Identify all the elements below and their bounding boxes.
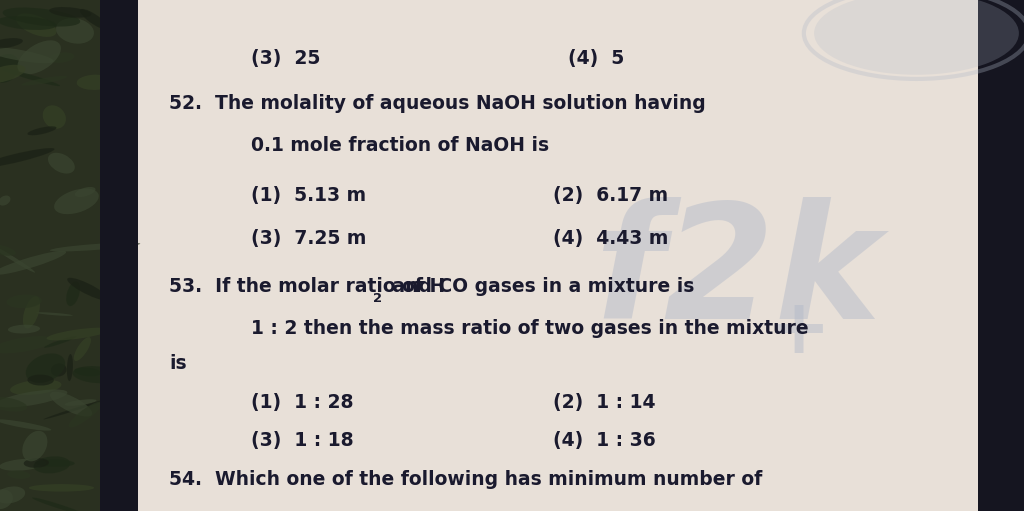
Ellipse shape: [24, 458, 49, 468]
Ellipse shape: [0, 251, 67, 275]
Text: is: is: [169, 354, 186, 373]
Ellipse shape: [75, 187, 95, 197]
Ellipse shape: [0, 38, 23, 49]
Ellipse shape: [46, 328, 110, 340]
Text: +: +: [767, 295, 830, 369]
Ellipse shape: [68, 278, 109, 300]
Ellipse shape: [0, 336, 53, 353]
Ellipse shape: [0, 54, 19, 83]
Ellipse shape: [0, 65, 26, 83]
Text: and CO gases in a mixture is: and CO gases in a mixture is: [386, 277, 694, 296]
Text: (4)  5: (4) 5: [568, 49, 625, 67]
Text: (4)  4.43 m: (4) 4.43 m: [553, 229, 669, 248]
Ellipse shape: [8, 324, 40, 334]
Ellipse shape: [32, 498, 85, 511]
Ellipse shape: [69, 402, 102, 428]
Ellipse shape: [49, 7, 91, 18]
Ellipse shape: [0, 244, 15, 256]
Text: (2)  1 : 14: (2) 1 : 14: [553, 393, 655, 412]
Ellipse shape: [22, 76, 68, 85]
Ellipse shape: [54, 189, 98, 214]
Ellipse shape: [67, 354, 73, 381]
Text: (3)  1 : 18: (3) 1 : 18: [251, 431, 353, 450]
Ellipse shape: [50, 243, 140, 251]
Text: (4)  1 : 36: (4) 1 : 36: [553, 431, 655, 450]
Bar: [978, 0, 1024, 511]
Ellipse shape: [0, 47, 53, 63]
Ellipse shape: [23, 431, 47, 461]
Ellipse shape: [7, 471, 31, 479]
Text: 0.1 mole fraction of NaOH is: 0.1 mole fraction of NaOH is: [251, 136, 549, 155]
Ellipse shape: [10, 380, 61, 395]
Ellipse shape: [0, 489, 12, 509]
Ellipse shape: [23, 296, 40, 329]
Ellipse shape: [77, 75, 114, 90]
Text: (1)  1 : 28: (1) 1 : 28: [251, 393, 353, 412]
Text: (1)  5.13 m: (1) 5.13 m: [251, 186, 366, 205]
Text: (3)  7.25 m: (3) 7.25 m: [251, 229, 367, 248]
Ellipse shape: [0, 243, 35, 272]
Ellipse shape: [73, 366, 121, 383]
Ellipse shape: [0, 148, 54, 168]
Ellipse shape: [50, 392, 92, 416]
Ellipse shape: [16, 13, 56, 37]
Text: f2k: f2k: [594, 197, 881, 352]
Ellipse shape: [35, 459, 75, 467]
Bar: [138, 0, 978, 511]
Ellipse shape: [44, 336, 77, 348]
Ellipse shape: [0, 389, 68, 407]
Bar: [99, 0, 138, 511]
Ellipse shape: [74, 367, 101, 377]
Ellipse shape: [44, 400, 105, 420]
Ellipse shape: [51, 363, 67, 377]
Ellipse shape: [48, 153, 75, 174]
Ellipse shape: [29, 484, 94, 492]
Ellipse shape: [26, 354, 66, 383]
Text: 53.  If the molar ratio of H: 53. If the molar ratio of H: [169, 277, 445, 296]
Ellipse shape: [6, 294, 42, 308]
Text: 52.  The molality of aqueous NaOH solution having: 52. The molality of aqueous NaOH solutio…: [169, 95, 706, 113]
Ellipse shape: [56, 18, 94, 43]
Text: 1 : 2 then the mass ratio of two gases in the mixture: 1 : 2 then the mass ratio of two gases i…: [251, 319, 809, 338]
Ellipse shape: [28, 126, 56, 135]
Ellipse shape: [0, 486, 26, 503]
Ellipse shape: [28, 375, 54, 385]
Text: (3)  25: (3) 25: [251, 49, 321, 67]
Ellipse shape: [0, 459, 46, 471]
Ellipse shape: [65, 399, 96, 406]
Bar: [0, 0, 99, 511]
Ellipse shape: [74, 337, 91, 361]
Ellipse shape: [36, 312, 73, 316]
Ellipse shape: [67, 282, 80, 306]
Ellipse shape: [0, 397, 28, 411]
Ellipse shape: [2, 68, 60, 86]
Ellipse shape: [0, 16, 56, 30]
Ellipse shape: [0, 420, 51, 431]
Ellipse shape: [80, 9, 109, 30]
Text: (2)  6.17 m: (2) 6.17 m: [553, 186, 668, 205]
Ellipse shape: [17, 40, 60, 75]
Text: 54.  Which one of the following has minimum number of: 54. Which one of the following has minim…: [169, 470, 762, 490]
Ellipse shape: [49, 52, 75, 63]
Ellipse shape: [34, 456, 71, 473]
Ellipse shape: [43, 105, 66, 129]
Ellipse shape: [3, 8, 80, 27]
Ellipse shape: [0, 196, 10, 205]
Circle shape: [814, 0, 1019, 75]
Text: 2: 2: [373, 292, 382, 305]
